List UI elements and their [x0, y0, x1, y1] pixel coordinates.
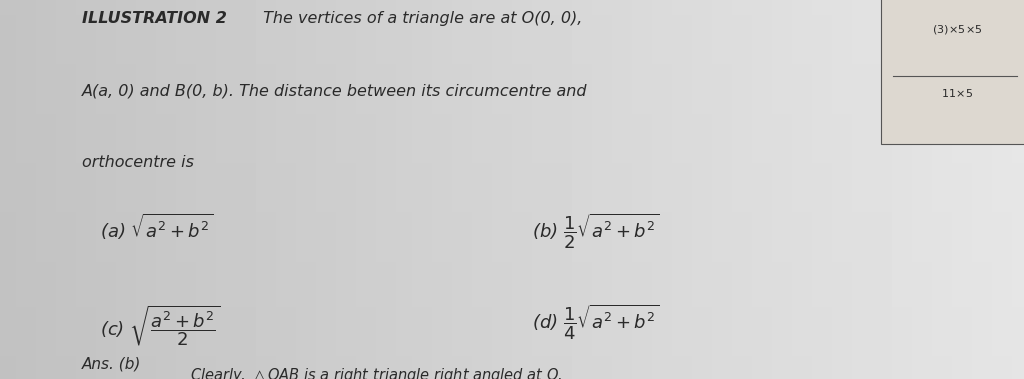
- Text: A(a, 0) and B(0, b). The distance between its circumcentre and: A(a, 0) and B(0, b). The distance betwee…: [82, 83, 588, 99]
- FancyBboxPatch shape: [881, 0, 1024, 144]
- Text: orthocentre is: orthocentre is: [82, 155, 194, 171]
- Text: (a) $\sqrt{a^2+b^2}$: (a) $\sqrt{a^2+b^2}$: [100, 212, 213, 242]
- Text: $(3)\!\times\!5\!\times\!5$: $(3)\!\times\!5\!\times\!5$: [932, 23, 983, 36]
- Text: (c) $\sqrt{\dfrac{a^2+b^2}{2}}$: (c) $\sqrt{\dfrac{a^2+b^2}{2}}$: [100, 303, 220, 348]
- Text: The vertices of a triangle are at O(0, 0),: The vertices of a triangle are at O(0, 0…: [258, 11, 582, 27]
- Text: ILLUSTRATION 2: ILLUSTRATION 2: [82, 11, 226, 27]
- Text: (b) $\dfrac{1}{2}\sqrt{a^2+b^2}$: (b) $\dfrac{1}{2}\sqrt{a^2+b^2}$: [532, 212, 659, 251]
- Text: (d) $\dfrac{1}{4}\sqrt{a^2+b^2}$: (d) $\dfrac{1}{4}\sqrt{a^2+b^2}$: [532, 303, 659, 342]
- Text: Clearly, $\triangle OAB$ is a right triangle right angled at O.: Clearly, $\triangle OAB$ is a right tria…: [190, 366, 562, 379]
- Text: Ans. (b): Ans. (b): [82, 356, 141, 371]
- Text: $11\!\times\!5$: $11\!\times\!5$: [941, 87, 974, 99]
